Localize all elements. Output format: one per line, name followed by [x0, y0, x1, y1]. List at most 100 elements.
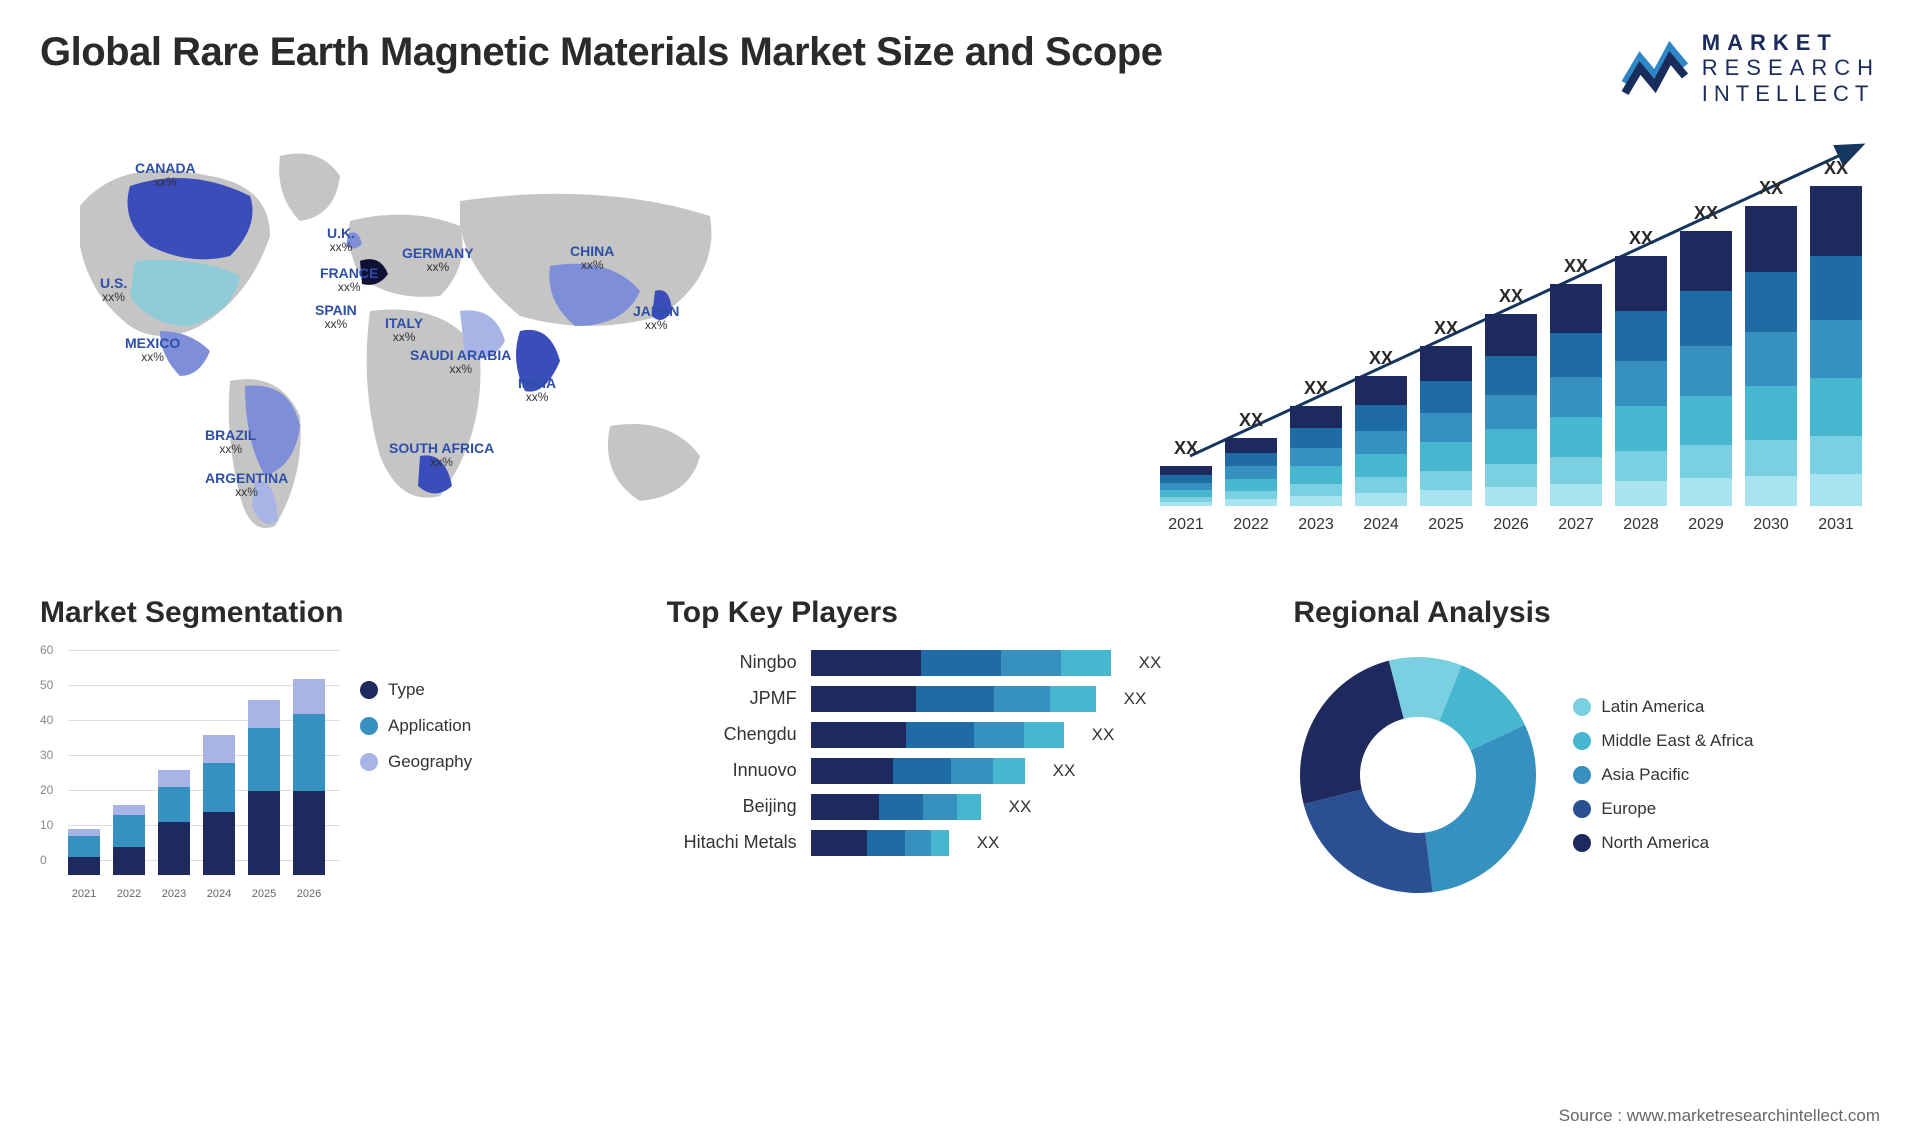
seg-ytick: 0	[40, 853, 47, 867]
growth-bar-2028: XX	[1615, 256, 1667, 506]
growth-xaxis-tick: 2029	[1680, 516, 1732, 546]
map-label-brazil: BRAZILxx%	[205, 428, 256, 457]
growth-xaxis-tick: 2027	[1550, 516, 1602, 546]
player-bar	[811, 794, 981, 820]
segmentation-legend: TypeApplicationGeography	[360, 650, 472, 900]
growth-bar-2030: XX	[1745, 206, 1797, 506]
player-value: XX	[1009, 797, 1032, 817]
growth-xaxis-tick: 2024	[1355, 516, 1407, 546]
donut-slice-europe	[1304, 789, 1433, 893]
world-map: CANADAxx% U.S.xx% MEXICOxx% BRAZILxx% ARGENT…	[40, 126, 1120, 546]
player-value: XX	[977, 833, 1000, 853]
map-label-canada: CANADAxx%	[135, 161, 196, 190]
seg-ytick: 10	[40, 818, 53, 832]
growth-bar-2031: XX	[1810, 186, 1862, 506]
player-bar	[811, 722, 1064, 748]
player-name: Chengdu	[667, 724, 797, 745]
player-name: Beijing	[667, 796, 797, 817]
seg-ytick: 60	[40, 643, 53, 657]
map-label-italy: ITALYxx%	[385, 316, 423, 345]
players-chart: NingboXXJPMFXXChengduXXInnuovoXXBeijingX…	[667, 650, 1254, 856]
regional-legend: Latin America Middle East & Africa Asia Pa…	[1573, 697, 1753, 853]
growth-bar-2025: XX	[1420, 346, 1472, 506]
player-bar	[811, 758, 1025, 784]
player-bar	[811, 830, 949, 856]
player-row-ningbo: Ningbo XX	[667, 650, 1254, 676]
segmentation-title: Market Segmentation	[40, 596, 627, 630]
map-label-france: FRANCExx%	[320, 266, 378, 295]
seg-ytick: 30	[40, 748, 53, 762]
growth-bar-label: XX	[1680, 203, 1732, 224]
seg-xaxis-tick: 2026	[293, 888, 325, 900]
growth-chart: XXXXXXXXXXXXXXXXXXXXXX 20212022202320242…	[1160, 126, 1880, 546]
player-row-innuovo: InnuovoXX	[667, 758, 1254, 784]
growth-bar-2022: XX	[1225, 438, 1277, 506]
map-label-japan: JAPANxx%	[633, 304, 679, 333]
growth-bar-label: XX	[1615, 228, 1667, 249]
seg-xaxis-tick: 2024	[203, 888, 235, 900]
growth-xaxis-tick: 2026	[1485, 516, 1537, 546]
growth-bar-label: XX	[1485, 286, 1537, 307]
growth-bar-2027: XX	[1550, 284, 1602, 506]
seg-bar-2026	[293, 679, 325, 875]
seg-bar-2022	[113, 805, 145, 875]
logo-text: MARKET RESEARCH INTELLECT	[1702, 30, 1880, 106]
lower-row: Market Segmentation 01020304050602021202…	[40, 596, 1880, 900]
player-value: XX	[1092, 725, 1115, 745]
player-row-hitachi-metals: Hitachi Metals XX	[667, 830, 1254, 856]
player-bar	[811, 686, 1096, 712]
player-row-chengdu: Chengdu XX	[667, 722, 1254, 748]
growth-bar-2024: XX	[1355, 376, 1407, 506]
brand-logo: MARKET RESEARCH INTELLECT	[1620, 30, 1880, 106]
seg-legend-item: Application	[360, 716, 472, 736]
segmentation-chart: 0102030405060202120222023202420252026	[40, 650, 340, 900]
seg-xaxis-tick: 2022	[113, 888, 145, 900]
donut-slice-north-america	[1300, 661, 1404, 805]
player-bar	[811, 650, 1111, 676]
growth-bar-2029: XX	[1680, 231, 1732, 506]
seg-ytick: 50	[40, 678, 53, 692]
players-panel: Top Key Players NingboXXJPMFXXChengduXXI…	[667, 596, 1254, 900]
growth-xaxis-tick: 2030	[1745, 516, 1797, 546]
header: Global Rare Earth Magnetic Materials Mar…	[40, 30, 1880, 106]
growth-xaxis-tick: 2022	[1225, 516, 1277, 546]
map-label-germany: GERMANYxx%	[402, 246, 474, 275]
map-label-mexico: MEXICOxx%	[125, 336, 180, 365]
map-label-saudi-arabia: SAUDI ARABIAxx%	[410, 348, 511, 377]
map-label-south-africa: SOUTH AFRICAxx%	[389, 441, 494, 470]
map-label-spain: SPAINxx%	[315, 303, 357, 332]
regional-title: Regional Analysis	[1293, 596, 1880, 630]
growth-bar-2023: XX	[1290, 406, 1342, 506]
seg-bar-2025	[248, 700, 280, 875]
growth-bar-label: XX	[1810, 158, 1862, 179]
player-row-jpmf: JPMFXX	[667, 686, 1254, 712]
seg-ytick: 20	[40, 783, 53, 797]
regional-legend-item: Latin America	[1573, 697, 1753, 717]
growth-bar-label: XX	[1355, 348, 1407, 369]
regional-legend-item: North America	[1573, 833, 1753, 853]
growth-bar-label: XX	[1225, 410, 1277, 431]
player-name: Ningbo	[667, 652, 797, 673]
regional-legend-item: Middle East & Africa	[1573, 731, 1753, 751]
seg-ytick: 40	[40, 713, 53, 727]
seg-bar-2021	[68, 829, 100, 875]
growth-xaxis-tick: 2023	[1290, 516, 1342, 546]
player-value: XX	[1053, 761, 1076, 781]
player-value: XX	[1124, 689, 1147, 709]
donut-slice-asia-pacific	[1426, 725, 1537, 892]
source-label: Source : www.marketresearchintellect.com	[1559, 1106, 1880, 1126]
segmentation-panel: Market Segmentation 01020304050602021202…	[40, 596, 627, 900]
player-name: Hitachi Metals	[667, 832, 797, 853]
seg-bar-2024	[203, 735, 235, 875]
growth-xaxis-tick: 2025	[1420, 516, 1472, 546]
player-value: XX	[1139, 653, 1162, 673]
growth-bar-2021: XX	[1160, 466, 1212, 506]
page-title: Global Rare Earth Magnetic Materials Mar…	[40, 30, 1162, 75]
map-label-argentina: ARGENTINAxx%	[205, 471, 288, 500]
growth-bar-label: XX	[1550, 256, 1602, 277]
seg-xaxis-tick: 2025	[248, 888, 280, 900]
regional-legend-item: Asia Pacific	[1573, 765, 1753, 785]
map-label-china: CHINAxx%	[570, 244, 614, 273]
players-title: Top Key Players	[667, 596, 1254, 630]
map-label-u-s-: U.S.xx%	[100, 276, 127, 305]
